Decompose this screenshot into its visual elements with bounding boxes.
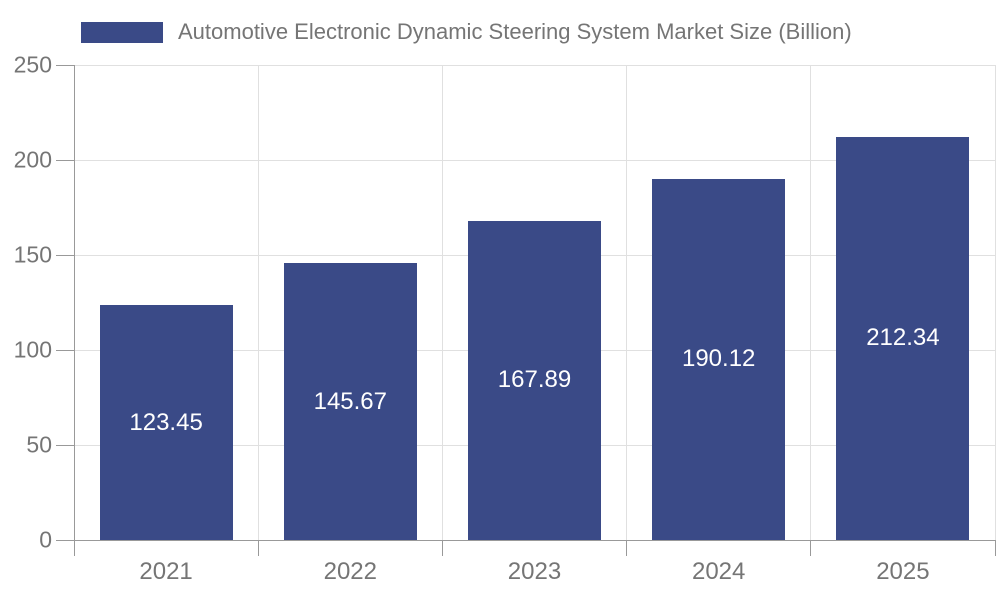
v-gridline bbox=[810, 65, 812, 540]
bar-value-label: 212.34 bbox=[866, 324, 940, 352]
x-axis-tick bbox=[257, 540, 259, 556]
y-axis-tick bbox=[56, 64, 74, 66]
y-axis-tick-label: 100 bbox=[13, 336, 52, 363]
y-axis-tick bbox=[56, 539, 74, 541]
y-axis-tick-label: 150 bbox=[13, 241, 52, 268]
x-axis-label: 2022 bbox=[323, 558, 377, 585]
y-axis-tick-label: 250 bbox=[13, 51, 52, 78]
bar[interactable]: 167.89 bbox=[468, 221, 601, 540]
bar-value-label: 190.12 bbox=[681, 345, 756, 373]
y-axis-line bbox=[74, 65, 75, 556]
x-axis-line bbox=[74, 540, 995, 541]
h-gridline bbox=[74, 64, 995, 66]
v-gridline bbox=[257, 65, 259, 540]
bar[interactable]: 190.12 bbox=[652, 178, 786, 540]
legend-label: Automotive Electronic Dynamic Steering S… bbox=[178, 19, 852, 44]
bar-value-label: 123.45 bbox=[129, 408, 203, 436]
y-axis-tick-label: 0 bbox=[39, 526, 52, 553]
bar-value-label: 167.89 bbox=[497, 366, 572, 394]
bar[interactable]: 212.34 bbox=[836, 136, 970, 540]
x-axis-tick bbox=[994, 540, 996, 556]
h-gridline bbox=[74, 159, 995, 161]
v-gridline bbox=[626, 65, 628, 540]
bar[interactable]: 123.45 bbox=[99, 305, 233, 540]
y-axis-tick-label: 50 bbox=[26, 431, 52, 458]
x-axis-label: 2021 bbox=[139, 558, 193, 585]
v-gridline bbox=[441, 65, 443, 540]
legend-swatch bbox=[81, 21, 163, 43]
x-axis-tick bbox=[441, 540, 443, 556]
y-axis-tick bbox=[56, 349, 74, 351]
y-axis-tick bbox=[56, 444, 74, 446]
v-gridline bbox=[994, 65, 996, 540]
bar[interactable]: 145.67 bbox=[283, 263, 417, 540]
y-axis-tick bbox=[56, 254, 74, 256]
x-axis-tick bbox=[626, 540, 628, 556]
plot-area: 123.45 145.67 167.89 190.12 212.34 bbox=[74, 64, 996, 540]
x-axis-tick bbox=[810, 540, 812, 556]
x-axis-label: 2024 bbox=[691, 558, 746, 585]
y-axis-tick-label: 200 bbox=[13, 146, 52, 173]
y-axis-tick bbox=[56, 159, 74, 161]
legend-item[interactable]: Automotive Electronic Dynamic Steering S… bbox=[81, 12, 852, 52]
x-axis-label: 2025 bbox=[876, 558, 930, 585]
x-axis-label: 2023 bbox=[507, 558, 562, 585]
bar-value-label: 145.67 bbox=[313, 387, 387, 415]
